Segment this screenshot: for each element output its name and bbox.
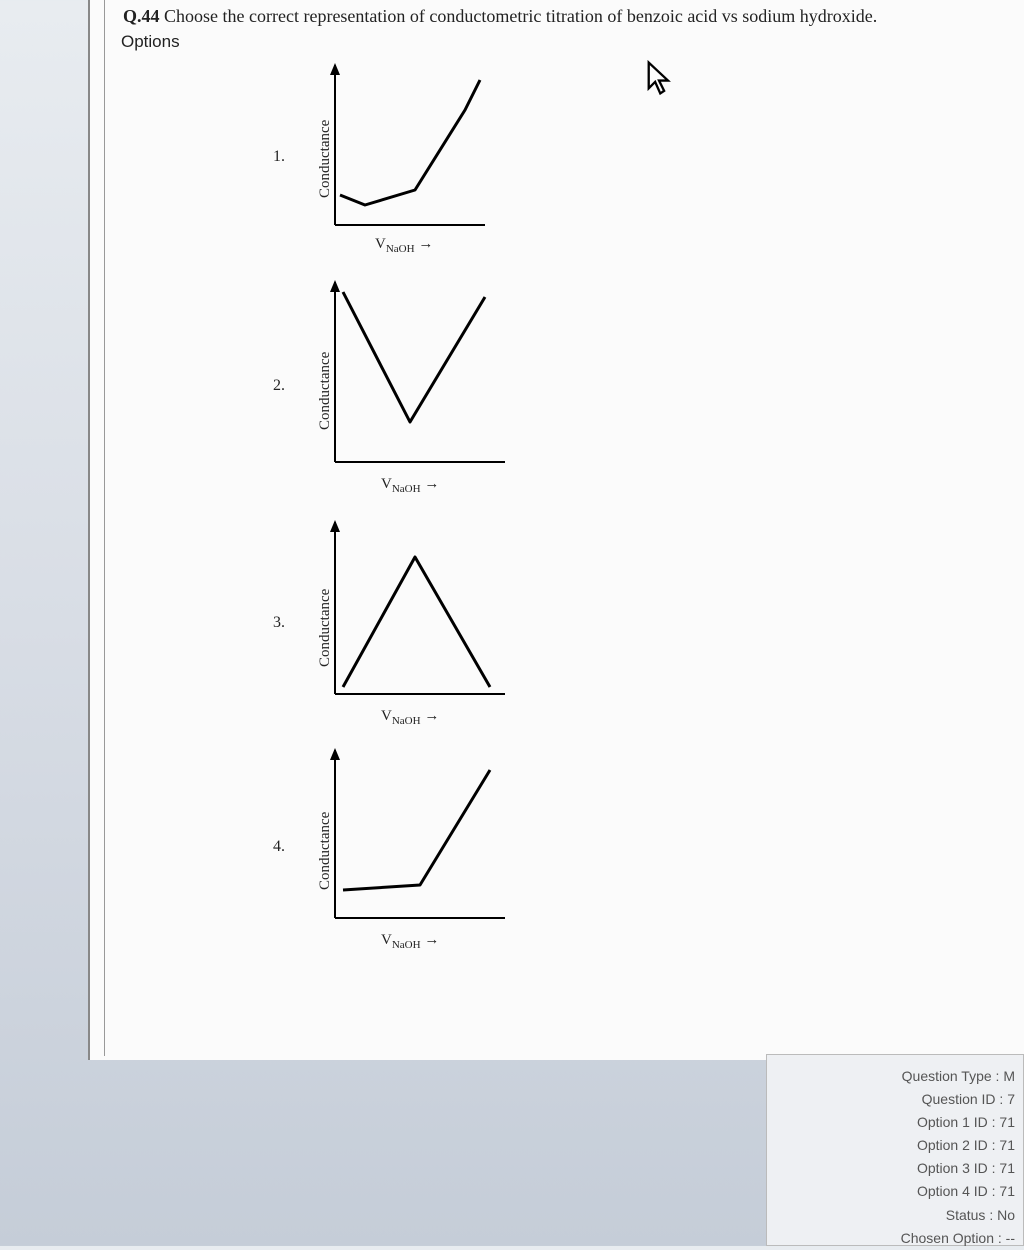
chart-svg — [205, 262, 505, 497]
chart-svg — [205, 502, 505, 727]
option-graph-2: 2.ConductanceVNaOH → — [205, 262, 505, 497]
question-paper: Q.44 Choose the correct representation o… — [88, 0, 1024, 1060]
info-row: Question Type : M — [775, 1065, 1015, 1088]
inner-border: Q.44 Choose the correct representation o… — [104, 0, 1014, 1056]
question-info-box: Question Type : M Question ID : 7 Option… — [766, 1054, 1024, 1246]
option-graph-1: 1.ConductanceVNaOH → — [205, 40, 485, 260]
question-text: Choose the correct representation of con… — [164, 6, 877, 26]
option-graph-4: 4.ConductanceVNaOH → — [205, 730, 505, 955]
question-number: Q.44 — [123, 6, 160, 26]
question-header: Q.44 Choose the correct representation o… — [123, 6, 877, 27]
info-row: Question ID : 7 — [775, 1088, 1015, 1111]
cursor-icon — [645, 60, 673, 96]
info-row: Chosen Option : -- — [775, 1227, 1015, 1250]
info-row: Option 4 ID : 71 — [775, 1180, 1015, 1203]
info-row: Option 1 ID : 71 — [775, 1111, 1015, 1134]
chart-svg — [205, 40, 485, 260]
info-row: Option 3 ID : 71 — [775, 1157, 1015, 1180]
option-graph-3: 3.ConductanceVNaOH → — [205, 502, 505, 727]
options-label: Options — [121, 32, 180, 52]
info-row: Status : No — [775, 1204, 1015, 1227]
info-row: Option 2 ID : 71 — [775, 1134, 1015, 1157]
chart-svg — [205, 730, 505, 955]
